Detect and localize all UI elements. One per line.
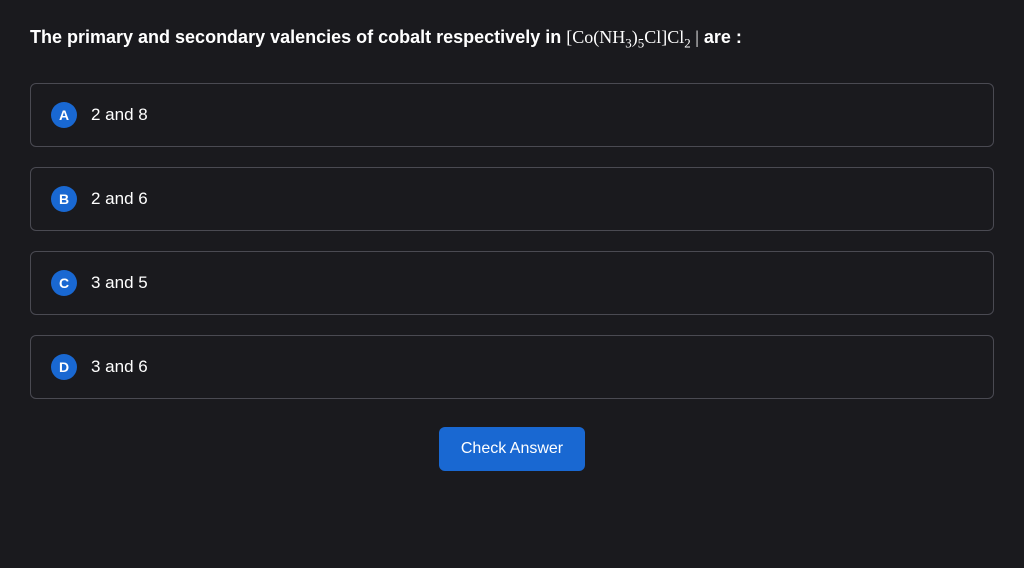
question-formula: [Co(NH3)5Cl]Cl2 | — [566, 27, 699, 47]
option-a[interactable]: A 2 and 8 — [30, 83, 994, 147]
option-label: 2 and 6 — [91, 189, 148, 209]
question-suffix: are : — [704, 27, 742, 47]
option-label: 3 and 6 — [91, 357, 148, 377]
actions-bar: Check Answer — [30, 427, 994, 471]
option-badge: D — [51, 354, 77, 380]
options-list: A 2 and 8 B 2 and 6 C 3 and 5 D 3 and 6 — [30, 83, 994, 399]
option-label: 3 and 5 — [91, 273, 148, 293]
option-d[interactable]: D 3 and 6 — [30, 335, 994, 399]
question-prefix: The primary and secondary valencies of c… — [30, 27, 566, 47]
question-text: The primary and secondary valencies of c… — [30, 24, 994, 51]
option-badge: A — [51, 102, 77, 128]
check-answer-button[interactable]: Check Answer — [439, 427, 585, 471]
option-c[interactable]: C 3 and 5 — [30, 251, 994, 315]
option-b[interactable]: B 2 and 6 — [30, 167, 994, 231]
option-badge: B — [51, 186, 77, 212]
option-badge: C — [51, 270, 77, 296]
option-label: 2 and 8 — [91, 105, 148, 125]
